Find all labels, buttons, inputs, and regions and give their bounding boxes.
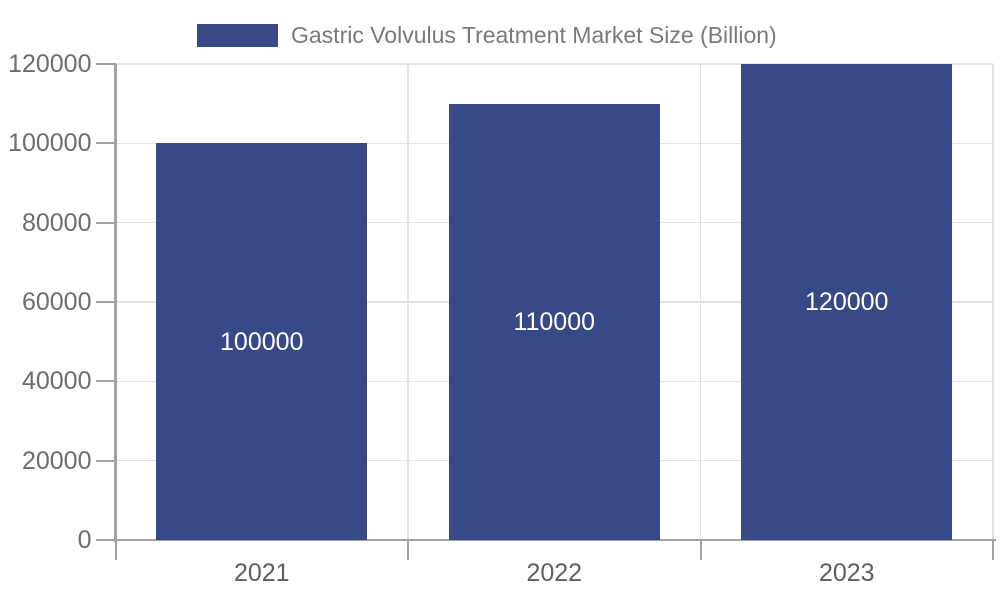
bar[interactable] [448, 103, 660, 540]
y-tick-mark [95, 221, 116, 224]
y-tick-label: 0 [77, 526, 92, 554]
bar[interactable] [156, 143, 368, 540]
x-gridline [992, 64, 994, 540]
y-tick-label: 60000 [21, 288, 92, 316]
legend-label: Gastric Volvulus Treatment Market Size (… [291, 22, 777, 48]
bar-value-label: 120000 [805, 288, 889, 316]
x-tick-mark [407, 540, 409, 560]
y-tick-mark [95, 142, 116, 145]
y-gridline [115, 63, 993, 65]
y-tick-label: 120000 [8, 50, 92, 78]
x-tick-label: 2022 [526, 559, 583, 587]
y-tick-label: 80000 [21, 208, 92, 237]
y-tick-mark [95, 380, 116, 383]
y-tick-label: 20000 [21, 446, 92, 475]
legend-swatch [197, 23, 278, 47]
bar[interactable] [741, 64, 953, 540]
x-gridline [699, 64, 702, 540]
y-tick-mark [95, 63, 116, 65]
y-axis-line [114, 64, 117, 542]
x-gridline [407, 64, 409, 540]
y-tick-mark [95, 301, 116, 303]
y-tick-mark [95, 459, 116, 462]
x-tick-mark [699, 540, 702, 560]
x-tick-mark [114, 540, 117, 560]
x-tick-label: 2021 [233, 559, 290, 587]
bar-value-label: 110000 [513, 307, 596, 336]
legend[interactable]: Gastric Volvulus Treatment Market Size (… [197, 20, 777, 50]
x-tick-mark [992, 540, 994, 560]
y-tick-label: 40000 [21, 367, 92, 396]
x-axis-line [114, 538, 996, 542]
bar-value-label: 100000 [220, 327, 304, 356]
x-tick-label: 2023 [818, 559, 875, 587]
y-tick-mark [95, 539, 116, 541]
y-tick-label: 100000 [8, 129, 92, 158]
